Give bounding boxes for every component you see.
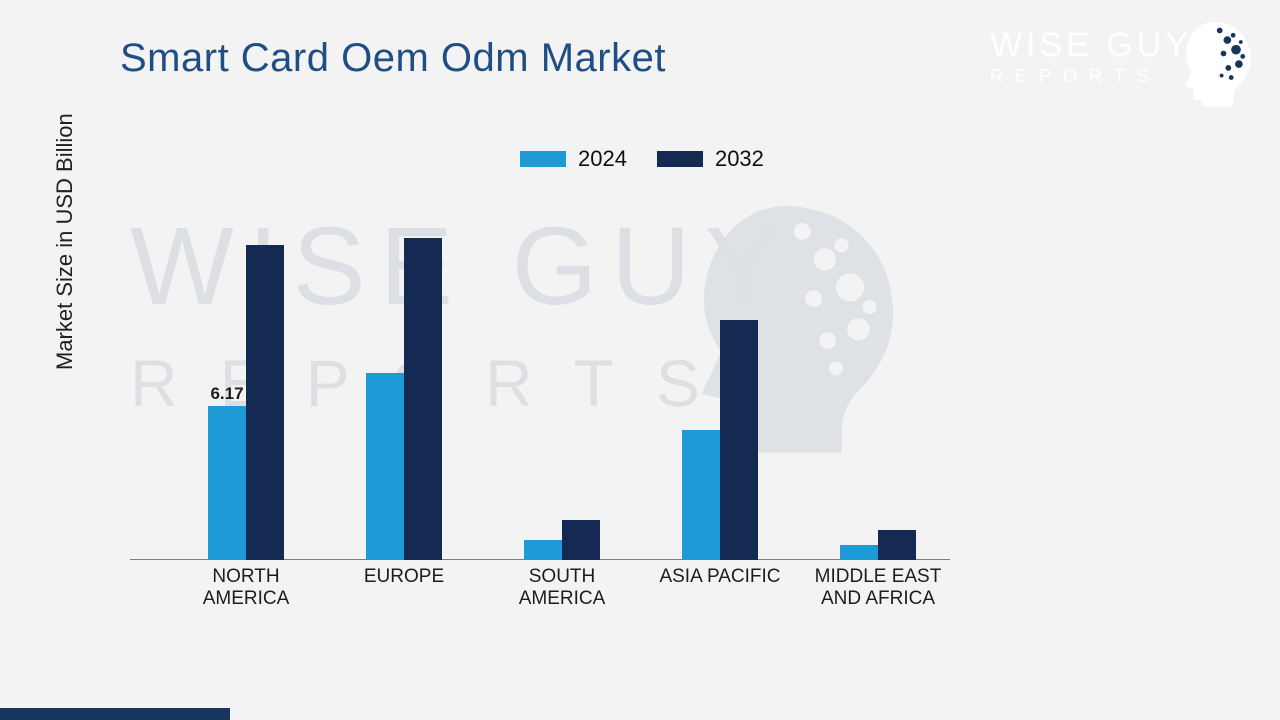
bar-2024: 6.17: [208, 406, 246, 560]
category-label: SOUTH AMERICA: [487, 566, 637, 610]
stage: WISE GUY REPORTS Smart Card Oem Odm Mark…: [0, 0, 1280, 720]
bar-2024: [366, 373, 404, 561]
plot-area: 6.17: [130, 160, 950, 560]
bar-2024: [682, 430, 720, 560]
bar-2032: [404, 238, 442, 561]
bar-2032: [246, 245, 284, 560]
category-label: EUROPE: [329, 566, 479, 588]
bottom-strip: [0, 708, 230, 720]
logo-text-sub: REPORTS: [990, 66, 1161, 87]
category-label: MIDDLE EAST AND AFRICA: [803, 566, 953, 610]
bar-value-label: 6.17: [208, 384, 246, 404]
bar-2024: [840, 545, 878, 560]
bar-2032: [562, 520, 600, 560]
bar-2032: [878, 530, 916, 560]
y-axis-label: Market Size in USD Billion: [52, 113, 78, 370]
logo-text-main: WISE GUY: [990, 26, 1192, 65]
brand-logo: WISE GUY REPORTS: [990, 24, 1260, 114]
chart: Market Size in USD Billion 6.17 NORTH AM…: [60, 140, 960, 670]
chart-title: Smart Card Oem Odm Market: [120, 36, 666, 81]
category-label: ASIA PACIFIC: [645, 566, 795, 588]
bar-2024: [524, 540, 562, 560]
bar-2032: [720, 320, 758, 560]
logo-head-icon: [1164, 18, 1260, 114]
category-label: NORTH AMERICA: [171, 566, 321, 610]
